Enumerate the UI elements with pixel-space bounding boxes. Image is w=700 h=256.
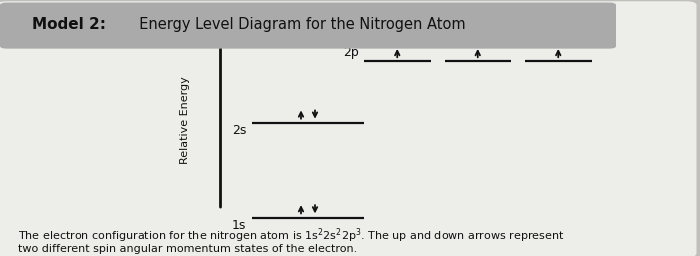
Text: 2p: 2p (343, 46, 358, 59)
Text: 2s: 2s (232, 124, 246, 137)
Text: Relative Energy: Relative Energy (181, 77, 190, 164)
Text: Model 2:: Model 2: (32, 17, 106, 32)
Text: The electron configuration for the nitrogen atom is 1s$^2$2s$^2$2p$^3$. The up a: The electron configuration for the nitro… (18, 227, 564, 245)
Text: Energy Level Diagram for the Nitrogen Atom: Energy Level Diagram for the Nitrogen At… (130, 17, 465, 32)
Text: two different spin angular momentum states of the electron.: two different spin angular momentum stat… (18, 244, 357, 254)
Text: 1s: 1s (232, 219, 246, 232)
